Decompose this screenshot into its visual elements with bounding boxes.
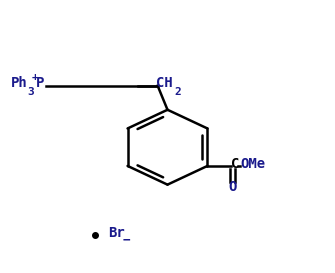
Text: Br: Br	[108, 226, 125, 240]
Text: −: −	[123, 234, 131, 247]
Text: CH: CH	[156, 76, 173, 90]
Text: C: C	[230, 157, 239, 171]
Text: P: P	[36, 76, 44, 90]
Text: OMe: OMe	[241, 157, 266, 171]
Text: Ph: Ph	[11, 76, 28, 90]
Text: 2: 2	[174, 87, 181, 97]
Text: +: +	[32, 72, 39, 82]
Text: O: O	[228, 180, 237, 194]
Text: 3: 3	[27, 87, 34, 97]
